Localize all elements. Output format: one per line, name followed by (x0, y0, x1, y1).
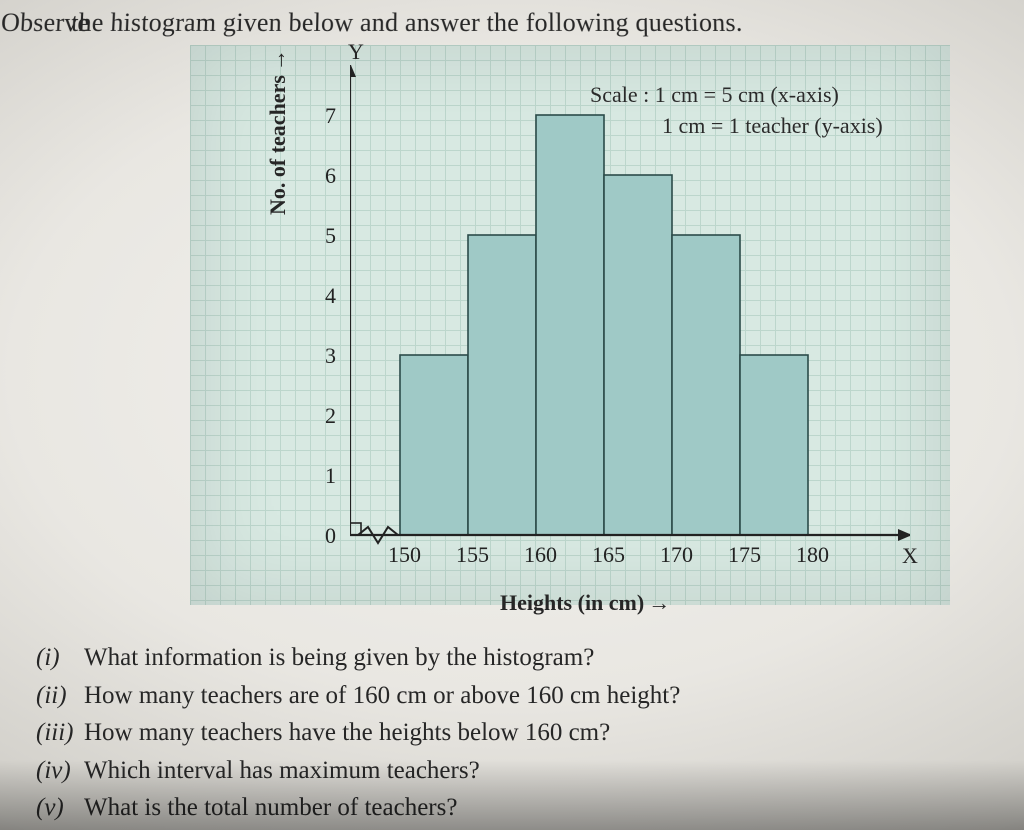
arrow-right-icon (265, 49, 290, 75)
question-ii: (ii)How many teachers are of 160 cm or a… (36, 678, 996, 714)
bottom-shadow (0, 760, 1024, 830)
bar-150-155 (400, 355, 468, 535)
y-tick-4: 4 (325, 283, 336, 309)
bar-175-180 (740, 355, 808, 535)
y-tick-1: 1 (325, 463, 336, 489)
page: Observe the histogram given below and an… (0, 0, 1024, 830)
question-iii: (iii)How many teachers have the heights … (36, 715, 996, 751)
y-axis-label: No. of teachers (265, 49, 291, 215)
y-axis-letter: Y (348, 39, 364, 65)
bar-160-165 (536, 115, 604, 535)
y-tick-5: 5 (325, 223, 336, 249)
x-axis-arrow-icon (898, 529, 910, 541)
y-tick-3: 3 (325, 343, 336, 369)
y-axis-arrow-icon (350, 65, 356, 77)
histogram-figure: Y X Scale : 1 cm = 5 cm (x-axis) 1 cm = … (190, 45, 950, 625)
y-tick-7: 7 (325, 103, 336, 129)
question-i: (i)What information is being given by th… (36, 640, 996, 676)
y-tick-6: 6 (325, 163, 336, 189)
y-tick-0: 0 (325, 523, 336, 549)
arrow-right-icon (644, 590, 670, 615)
bar-155-160 (468, 235, 536, 535)
instruction-rest: the histogram given below and answer the… (70, 8, 742, 38)
bar-165-170 (604, 175, 672, 535)
bar-170-175 (672, 235, 740, 535)
histogram-svg (350, 65, 910, 555)
x-axis-label: Heights (in cm) (500, 590, 670, 616)
y-tick-2: 2 (325, 403, 336, 429)
